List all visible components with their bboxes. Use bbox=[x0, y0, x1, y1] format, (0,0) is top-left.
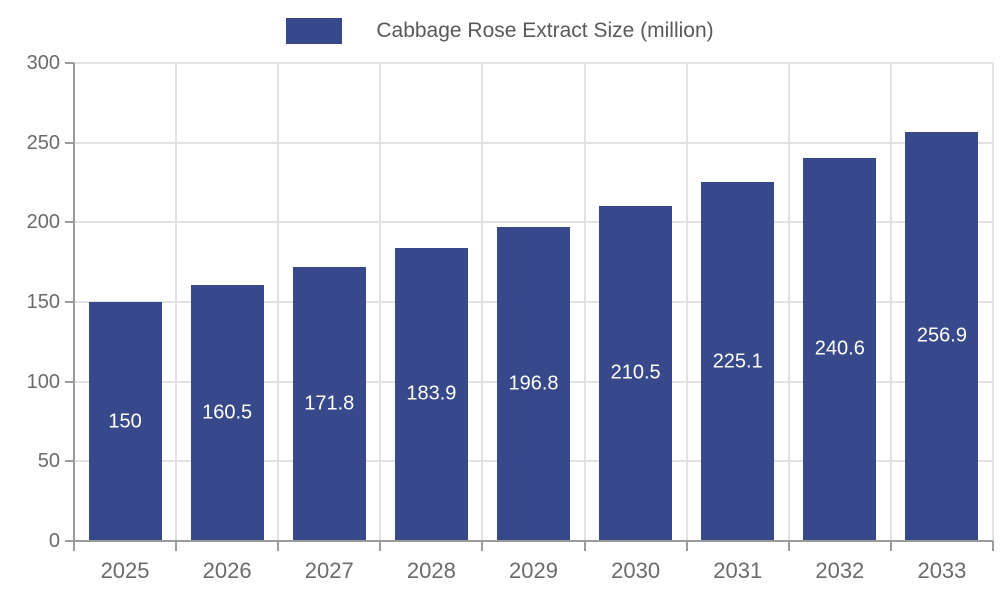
x-axis-tick bbox=[277, 541, 280, 551]
x-axis-label: 2032 bbox=[815, 558, 865, 583]
x-axis-line bbox=[74, 540, 993, 542]
x-axis-label: 2026 bbox=[202, 558, 252, 583]
bar-2032[interactable] bbox=[803, 157, 877, 541]
bar-value-label: 150 bbox=[108, 410, 142, 432]
bar-value-label: 256.9 bbox=[916, 324, 967, 347]
y-axis-label: 250 bbox=[26, 131, 60, 154]
v-gridline bbox=[583, 63, 586, 541]
x-axis-tick bbox=[992, 541, 994, 551]
y-axis-label: 50 bbox=[37, 450, 60, 473]
bar-2031[interactable] bbox=[701, 182, 775, 541]
bar-value-label: 160.5 bbox=[202, 401, 253, 424]
bar-value-label: 171.8 bbox=[304, 392, 355, 415]
x-axis-label: 2031 bbox=[713, 558, 763, 583]
v-gridline bbox=[379, 63, 382, 541]
v-gridline bbox=[787, 63, 790, 541]
x-axis-tick bbox=[583, 541, 586, 551]
y-axis-tick bbox=[65, 540, 74, 542]
bar-2028[interactable] bbox=[394, 247, 468, 541]
v-gridline bbox=[481, 63, 484, 541]
v-gridline bbox=[889, 63, 892, 541]
y-axis-tick bbox=[65, 301, 74, 303]
bar-value-label: 225.1 bbox=[712, 350, 763, 373]
x-axis-label: 2028 bbox=[406, 558, 456, 583]
x-axis-label: 2033 bbox=[917, 558, 967, 583]
bar-2033[interactable] bbox=[905, 131, 979, 541]
x-axis-label: 2025 bbox=[100, 558, 150, 583]
x-axis-tick bbox=[379, 541, 382, 551]
y-axis-line bbox=[73, 63, 75, 551]
x-axis-tick bbox=[481, 541, 484, 551]
x-axis-label: 2027 bbox=[304, 558, 354, 583]
bar-2030[interactable] bbox=[599, 205, 673, 541]
h-gridline bbox=[74, 141, 993, 144]
h-gridline bbox=[74, 221, 993, 224]
bar-value-label: 196.8 bbox=[508, 372, 559, 395]
y-axis-tick bbox=[65, 221, 74, 224]
y-axis-tick bbox=[65, 62, 74, 64]
y-axis-label: 150 bbox=[26, 291, 60, 313]
v-gridline bbox=[685, 63, 688, 541]
y-axis-label: 300 bbox=[26, 52, 60, 74]
v-gridline bbox=[277, 63, 280, 541]
bar-2026[interactable] bbox=[190, 285, 264, 541]
bar-value-label: 210.5 bbox=[610, 361, 661, 384]
x-axis-tick bbox=[175, 541, 178, 551]
y-axis-label: 0 bbox=[48, 530, 60, 552]
bar-value-label: 183.9 bbox=[406, 382, 457, 405]
legend[interactable]: Cabbage Rose Extract Size (million) bbox=[0, 14, 1000, 48]
bar-2027[interactable] bbox=[292, 267, 366, 541]
y-axis-tick bbox=[65, 141, 74, 144]
v-gridline bbox=[175, 63, 178, 541]
x-axis-tick bbox=[889, 541, 892, 551]
x-axis-label: 2030 bbox=[611, 558, 661, 583]
bar-value-label: 240.6 bbox=[814, 337, 865, 360]
legend-swatch bbox=[286, 18, 343, 44]
y-axis-tick bbox=[65, 380, 74, 383]
y-axis-label: 200 bbox=[26, 211, 60, 234]
bar-2029[interactable] bbox=[497, 227, 570, 541]
x-axis-tick bbox=[685, 541, 688, 551]
x-axis-label: 2029 bbox=[509, 558, 558, 583]
x-axis-tick bbox=[787, 541, 790, 551]
y-axis-tick bbox=[65, 460, 74, 463]
v-gridline bbox=[992, 63, 994, 541]
legend-label: Cabbage Rose Extract Size (million) bbox=[376, 19, 714, 42]
bar-2025[interactable] bbox=[88, 302, 162, 541]
y-axis-label: 100 bbox=[26, 370, 60, 393]
h-gridline bbox=[74, 62, 993, 64]
